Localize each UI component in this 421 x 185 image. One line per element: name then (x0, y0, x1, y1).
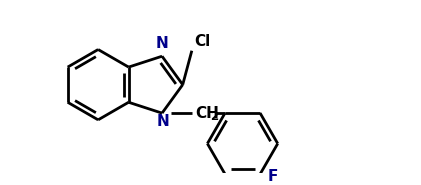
Text: F: F (268, 169, 278, 184)
Text: N: N (156, 36, 168, 51)
Text: N: N (157, 114, 169, 129)
Text: Cl: Cl (195, 34, 211, 49)
Text: CH: CH (195, 106, 219, 121)
Text: 2: 2 (210, 110, 218, 123)
